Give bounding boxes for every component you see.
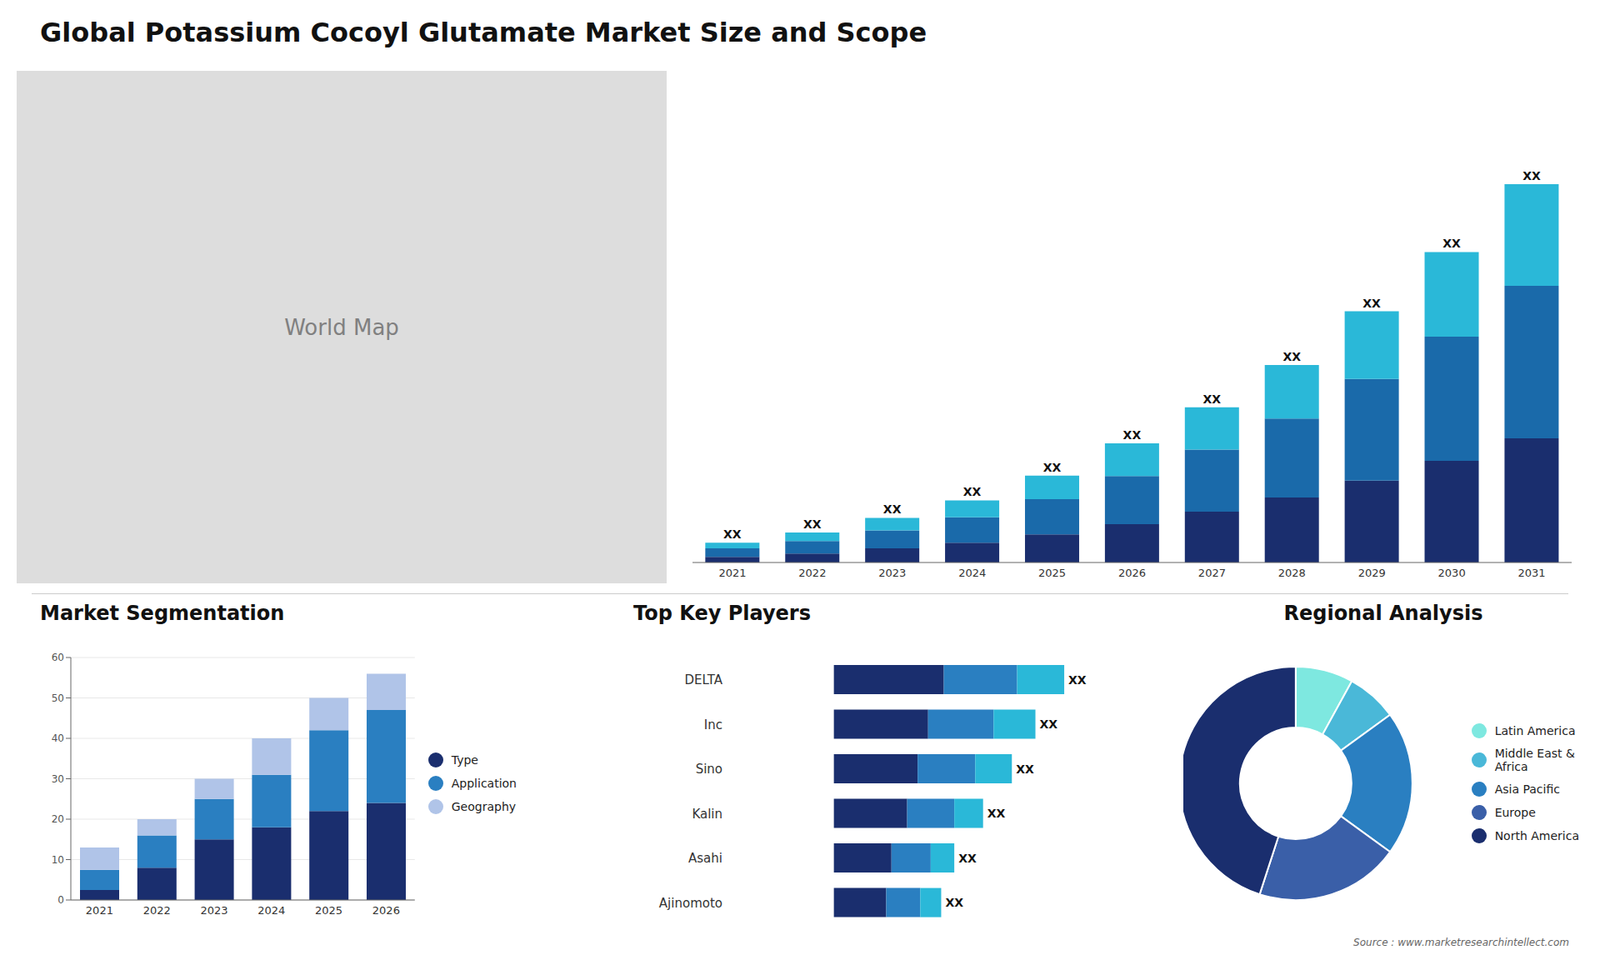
svg-text:XX: XX [723,527,742,541]
svg-text:2026: 2026 [372,904,400,917]
html-text:Global Potassium Cocoyl Glutam: Global Potassium Cocoyl Glutamate Market… [40,16,927,49]
html-text:Application: Application [451,776,517,790]
svg-text:XX: XX [958,851,977,865]
html-text:Europe: Europe [1494,805,1536,820]
html-text:Source : www.marketresearchint: Source : www.marketresearchintellect.com [1353,936,1570,949]
svg-text:XX: XX [963,485,982,499]
svg-text:XX: XX [1068,673,1087,687]
svg-text:XX: XX [803,517,822,531]
svg-text:XX: XX [1362,296,1381,310]
svg-text:XX: XX [945,895,964,910]
svg-text:XX: XX [1123,428,1142,442]
html-text:Market Segmentation: Market Segmentation [40,601,285,625]
svg-text:40: 40 [51,732,65,745]
svg-text:2021: 2021 [718,566,746,580]
svg-text:0: 0 [57,894,65,906]
svg-text:XX: XX [1442,236,1461,250]
svg-text:30: 30 [51,773,65,785]
svg-text:Kalin: Kalin [691,806,723,822]
html-text:Geography: Geography [451,800,516,814]
svg-text:Sino: Sino [695,761,723,777]
svg-text:2025: 2025 [1038,566,1066,580]
svg-text:60: 60 [51,651,65,664]
html-text:Asia Pacific: Asia Pacific [1494,782,1560,796]
svg-text:10: 10 [51,854,65,866]
svg-text:2022: 2022 [798,566,826,580]
svg-text:2031: 2031 [1517,566,1545,580]
svg-text:2026: 2026 [1118,566,1146,580]
svg-text:XX: XX [1522,169,1541,183]
svg-text:XX: XX [1040,717,1059,731]
html-text:Latin America: Latin America [1494,724,1576,738]
html-text:Regional Analysis: Regional Analysis [1283,601,1483,625]
svg-text:Ajinomoto: Ajinomoto [659,895,723,911]
svg-text:2023: 2023 [878,566,906,580]
html-text:North America: North America [1494,829,1580,843]
svg-text:XX: XX [1282,350,1301,364]
svg-text:Asahi: Asahi [688,850,723,866]
svg-text:XX: XX [1203,392,1222,406]
html-text:Top Key Players: Top Key Players [633,601,811,625]
svg-text:2021: 2021 [85,904,114,917]
svg-text:2028: 2028 [1278,566,1306,580]
html-text:Middle East & Africa: Middle East & Africa [1494,746,1575,774]
svg-text:2024: 2024 [257,904,285,917]
svg-text:50: 50 [51,692,65,705]
svg-text:XX: XX [1015,762,1035,776]
svg-text:Inc: Inc [704,717,723,733]
svg-text:2027: 2027 [1198,566,1226,580]
html-text:World Map: World Map [284,314,399,340]
svg-text:XX: XX [883,502,902,516]
svg-text:DELTA: DELTA [684,672,723,688]
svg-text:XX: XX [1043,460,1062,475]
svg-text:2022: 2022 [143,904,171,917]
html-text:Type: Type [451,753,479,767]
svg-text:2029: 2029 [1358,566,1386,580]
svg-text:XX: XX [987,806,1006,820]
svg-text:2025: 2025 [315,904,343,917]
svg-text:2030: 2030 [1438,566,1466,580]
svg-text:2024: 2024 [958,566,986,580]
svg-text:20: 20 [51,813,65,825]
svg-text:2023: 2023 [200,904,228,917]
